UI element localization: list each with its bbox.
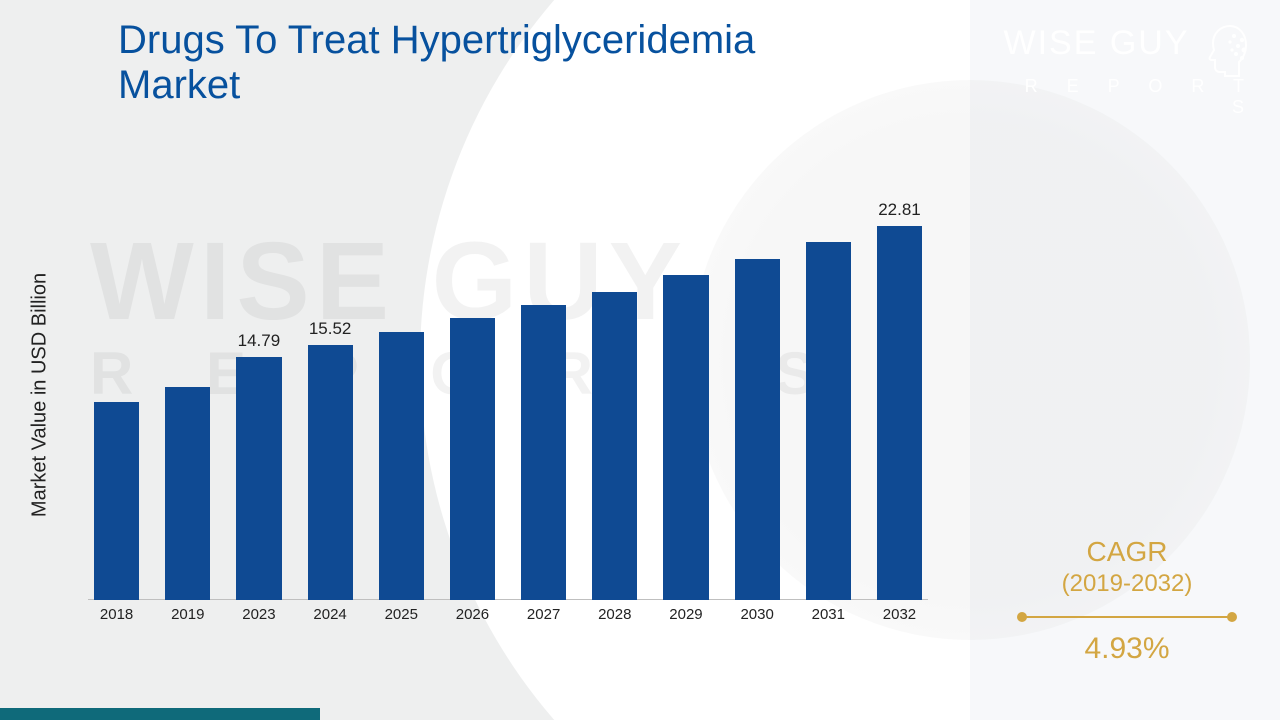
bar-col: 14.792023 xyxy=(236,357,281,600)
brand-line2: R E P O R T S xyxy=(986,76,1256,118)
bar xyxy=(450,318,495,600)
page-title: Drugs To Treat Hypertriglyceridemia Mark… xyxy=(118,18,838,108)
bar xyxy=(735,259,780,600)
brand-logo: WISE GUY R E P O R T S xyxy=(986,22,1256,118)
bar-col: 2025 xyxy=(379,332,424,600)
x-tick-label: 2018 xyxy=(100,606,133,623)
x-tick-label: 2030 xyxy=(740,606,773,623)
bar-col: 2027 xyxy=(521,305,566,600)
bar xyxy=(663,275,708,600)
bar-value-label: 14.79 xyxy=(238,331,281,351)
bar xyxy=(94,402,139,600)
head-network-icon xyxy=(1200,22,1256,78)
x-tick-label: 2023 xyxy=(242,606,275,623)
bars-container: 2018 2019 14.792023 15.522024 2025 2026 2027 20… xyxy=(88,190,928,600)
bar xyxy=(236,357,281,600)
brand-line1: WISE GUY xyxy=(1004,24,1190,62)
bar-col: 2019 xyxy=(165,387,210,600)
x-tick-label: 2031 xyxy=(812,606,845,623)
bar-col: 2026 xyxy=(450,318,495,600)
bar xyxy=(379,332,424,600)
x-tick-label: 2025 xyxy=(385,606,418,623)
bar-value-label: 22.81 xyxy=(878,200,921,220)
bar xyxy=(308,345,353,600)
x-tick-label: 2027 xyxy=(527,606,560,623)
x-tick-label: 2026 xyxy=(456,606,489,623)
cagr-years: (2019-2032) xyxy=(1012,570,1242,598)
cagr-divider xyxy=(1022,616,1232,618)
x-tick-label: 2024 xyxy=(313,606,346,623)
cagr-label: CAGR xyxy=(1012,536,1242,568)
bar-value-label: 15.52 xyxy=(309,319,352,339)
bar-col: 2028 xyxy=(592,292,637,600)
bar-col: 2029 xyxy=(663,275,708,600)
bar xyxy=(165,387,210,600)
bar xyxy=(592,292,637,600)
plot-area: 2018 2019 14.792023 15.522024 2025 2026 2027 20… xyxy=(88,190,928,600)
bar xyxy=(806,242,851,600)
x-tick-label: 2029 xyxy=(669,606,702,623)
bar xyxy=(521,305,566,600)
bar-col: 22.812032 xyxy=(877,226,922,600)
chart: Market Value in USD Billion 2018201914.7… xyxy=(48,150,928,640)
bar-col: 2031 xyxy=(806,242,851,600)
bar-col: 2030 xyxy=(735,259,780,600)
cagr-value: 4.93% xyxy=(1012,632,1242,666)
y-axis-label: Market Value in USD Billion xyxy=(29,273,52,517)
bottom-accent-bar xyxy=(0,708,320,720)
bar-col: 2018 xyxy=(94,402,139,600)
bar-col: 15.522024 xyxy=(308,345,353,600)
x-tick-label: 2019 xyxy=(171,606,204,623)
cagr-panel: CAGR (2019-2032) 4.93% xyxy=(1012,536,1242,666)
bar xyxy=(877,226,922,600)
x-tick-label: 2028 xyxy=(598,606,631,623)
x-tick-label: 2032 xyxy=(883,606,916,623)
